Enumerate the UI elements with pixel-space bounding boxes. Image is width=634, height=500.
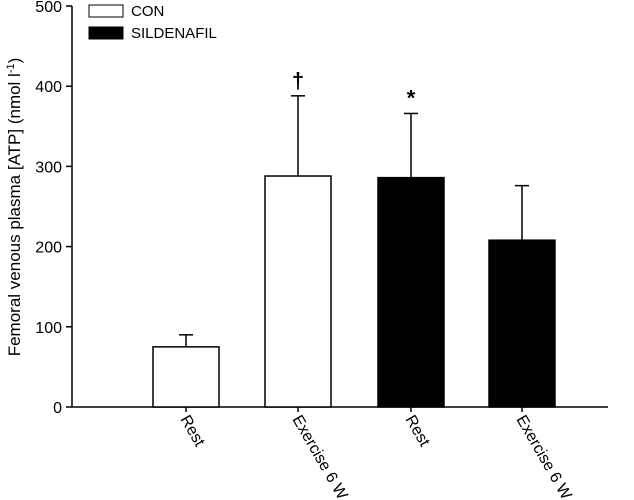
legend-swatch-con <box>88 4 124 18</box>
annotation-1: † <box>292 68 304 93</box>
legend-swatch-sildenafil <box>88 26 124 40</box>
x-tick-label-0: Rest <box>177 413 208 450</box>
bars: †* <box>152 68 556 408</box>
bar-3 <box>488 239 556 408</box>
y-ticks: 0 100 200 300 400 500 <box>35 0 72 417</box>
bar-2 <box>377 176 445 408</box>
y-tick-label: 200 <box>35 240 62 257</box>
y-tick-label: 400 <box>35 79 62 96</box>
y-tick-label: 0 <box>53 400 62 417</box>
legend-label-sildenafil: SILDENAFIL <box>131 25 217 42</box>
x-tick-label-3: Exercise 6 W <box>513 413 575 500</box>
y-axis-label: Femoral venous plasma [ATP] (nmol l-1) <box>5 58 24 357</box>
x-tick-label-2: Rest <box>402 413 433 450</box>
y-tick-label: 300 <box>35 159 62 176</box>
y-axis-label-close: ) <box>5 58 24 64</box>
bar-1 <box>264 175 332 408</box>
annotation-2: * <box>407 85 416 110</box>
y-tick-label: 100 <box>35 320 62 337</box>
bar-0 <box>152 346 220 408</box>
y-axis-label-main: Femoral venous plasma [ATP] (nmol l <box>5 73 24 356</box>
x-tick-label-1: Exercise 6 W <box>289 413 351 500</box>
legend-label-con: CON <box>131 3 164 20</box>
x-tick-labels: Rest Exercise 6 W Rest Exercise 6 W <box>177 407 575 500</box>
y-axis-label-superscript: -1 <box>5 63 17 73</box>
y-tick-label: 500 <box>35 0 62 16</box>
legend: CON SILDENAFIL <box>88 3 217 42</box>
